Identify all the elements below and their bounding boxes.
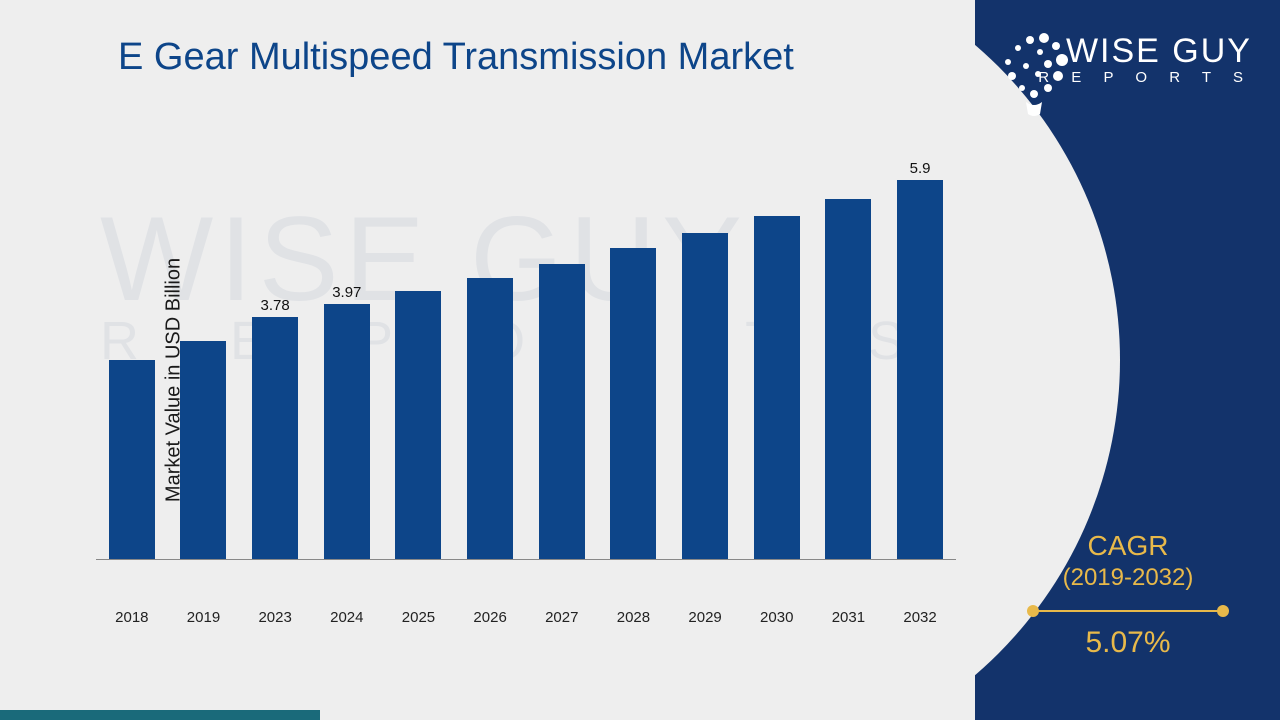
- bar-column: [598, 228, 669, 560]
- brand-tagline: R E P O R T S: [1038, 69, 1252, 86]
- bar-column: 3.78: [240, 297, 311, 560]
- x-tick-label: 2029: [670, 609, 741, 626]
- brand-name: WISE GUY: [1038, 32, 1252, 71]
- report-canvas: WISE GUY R E P O R T S WISE GUY R E P O …: [0, 0, 1280, 720]
- brand-logo: WISE GUY R E P O R T S: [1038, 32, 1252, 86]
- bar-column: [96, 340, 167, 560]
- bar-value-label: 5.9: [910, 160, 931, 178]
- bar: [180, 341, 226, 560]
- x-tick-label: 2018: [96, 609, 167, 626]
- x-tick-label: 2024: [311, 609, 382, 626]
- x-tick-label: 2026: [455, 609, 526, 626]
- bar-column: [813, 179, 884, 560]
- footer-accent-bar: [0, 710, 320, 720]
- bar: [109, 360, 155, 560]
- bar: [610, 248, 656, 560]
- cagr-divider: [1033, 610, 1223, 612]
- bar: [825, 199, 871, 560]
- cagr-value: 5.07%: [1008, 626, 1248, 660]
- cagr-range: (2019-2032): [1008, 564, 1248, 592]
- bar-column: [168, 321, 239, 560]
- bar-column: [383, 271, 454, 560]
- x-tick-label: 2027: [526, 609, 597, 626]
- x-tick-label: 2023: [240, 609, 311, 626]
- bar: [467, 278, 513, 560]
- bars-container: 3.78 3.97 5.9: [96, 160, 956, 560]
- bar: [682, 233, 728, 560]
- x-tick-label: 2019: [168, 609, 239, 626]
- x-tick-label: 2025: [383, 609, 454, 626]
- bar: [897, 180, 943, 560]
- x-tick-label: 2028: [598, 609, 669, 626]
- x-axis-line: [96, 559, 956, 560]
- bar: [252, 317, 298, 560]
- bar: [539, 264, 585, 560]
- x-ticks: 2018201920232024202520262027202820292030…: [96, 609, 956, 626]
- x-tick-label: 2030: [741, 609, 812, 626]
- chart-title: E Gear Multispeed Transmission Market: [118, 36, 794, 80]
- bar-column: 5.9: [885, 160, 956, 560]
- bar-column: [526, 244, 597, 560]
- bar: [395, 291, 441, 560]
- bar-value-label: 3.97: [332, 284, 361, 302]
- bar: [324, 304, 370, 560]
- bar-value-label: 3.78: [261, 297, 290, 315]
- cagr-label: CAGR: [1008, 530, 1248, 562]
- bar-column: [670, 213, 741, 560]
- bar-column: 3.97: [311, 284, 382, 560]
- bar: [754, 216, 800, 560]
- bar-column: [455, 258, 526, 560]
- plot-region: 3.78 3.97 5.9: [96, 160, 956, 560]
- bar-column: [741, 196, 812, 560]
- chart-area: Market Value in USD Billion 3.783.975.9 …: [60, 160, 960, 600]
- cagr-block: CAGR (2019-2032) 5.07%: [1008, 530, 1248, 660]
- x-tick-label: 2032: [885, 609, 956, 626]
- x-tick-label: 2031: [813, 609, 884, 626]
